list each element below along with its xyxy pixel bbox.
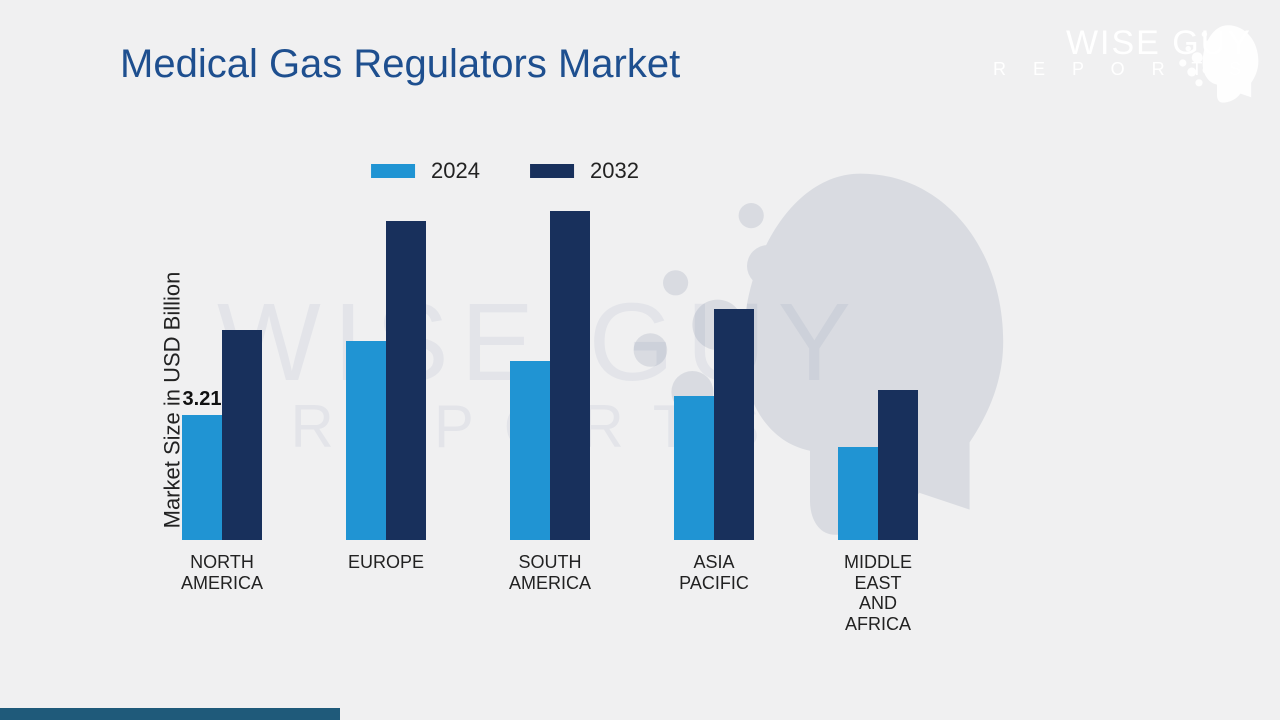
legend-label-2024: 2024 <box>431 158 480 184</box>
legend-label-2032: 2032 <box>590 158 639 184</box>
bar-2024 <box>674 396 714 540</box>
footer-accent-bar <box>0 708 340 720</box>
bar-group <box>838 390 918 540</box>
plot-area: 3.21 <box>140 190 960 540</box>
bar-value-label: 3.21 <box>183 388 222 411</box>
bar-2024 <box>510 361 550 540</box>
chart: Market Size in USD Billion 2024 2032 3.2… <box>50 160 960 640</box>
bar-2024 <box>838 447 878 540</box>
legend-item-2032: 2032 <box>530 158 639 184</box>
x-axis-label: EUROPE <box>331 544 441 640</box>
bar-2032 <box>550 211 590 540</box>
bar-groups: 3.21 <box>140 190 960 540</box>
x-axis-label: NORTH AMERICA <box>167 544 277 640</box>
brand-logo: WISE GUY R E P O R T S <box>987 24 1252 80</box>
bar-group <box>674 309 754 540</box>
legend-item-2024: 2024 <box>371 158 480 184</box>
legend-swatch-2024 <box>371 164 415 178</box>
x-axis-label: MIDDLE EAST AND AFRICA <box>823 544 933 640</box>
x-axis-labels: NORTH AMERICA EUROPE SOUTH AMERICA ASIA PAC… <box>140 544 960 640</box>
bar-group: 3.21 <box>182 330 262 540</box>
bar-2024 <box>346 341 386 540</box>
bar-group <box>510 211 590 540</box>
bar-2032 <box>714 309 754 540</box>
x-axis-label: SOUTH AMERICA <box>495 544 605 640</box>
bar-group <box>346 221 426 540</box>
page-title: Medical Gas Regulators Market <box>120 42 680 87</box>
bar-2024 <box>182 415 222 540</box>
bar-2032 <box>222 330 262 540</box>
x-axis-label: ASIA PACIFIC <box>659 544 769 640</box>
bar-2032 <box>878 390 918 540</box>
legend-swatch-2032 <box>530 164 574 178</box>
legend: 2024 2032 <box>371 158 639 184</box>
bar-2032 <box>386 221 426 540</box>
brand-head-icon <box>1172 18 1262 108</box>
